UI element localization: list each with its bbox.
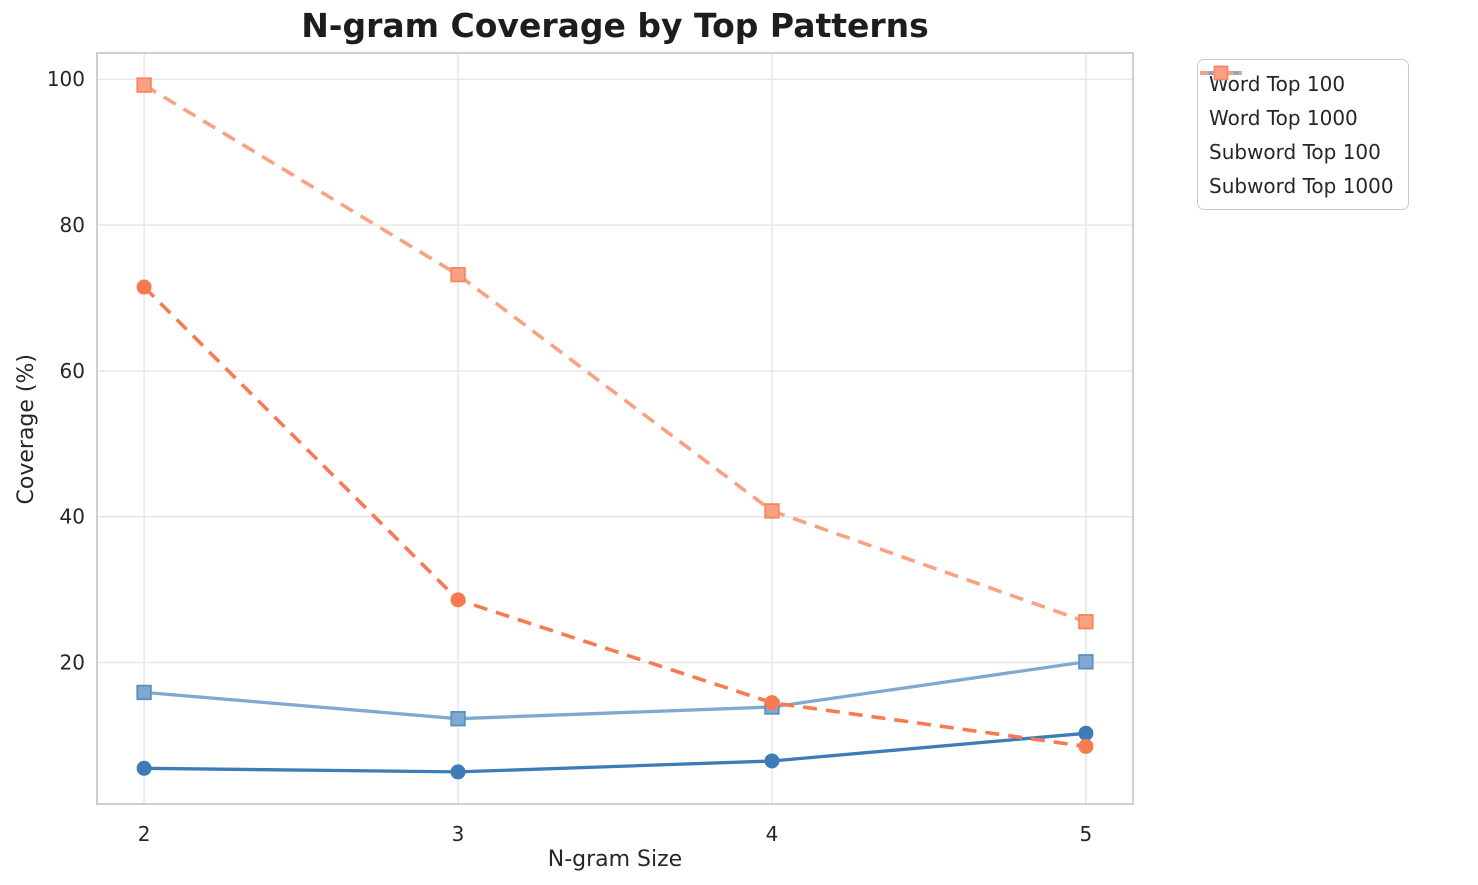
data-point-marker (764, 695, 780, 711)
data-point-marker (450, 266, 466, 283)
y-axis-label-wrap: Coverage (%) (8, 53, 44, 805)
legend-item-label: Subword Top 1000 (1209, 173, 1394, 198)
x-tick-label: 4 (766, 822, 779, 846)
legend-item: Word Top 1000 (1200, 65, 1394, 132)
x-tick-label: 2 (138, 822, 151, 846)
plot-background (97, 53, 1133, 804)
y-tick-label: 40 (60, 505, 85, 529)
data-point-marker (1078, 614, 1094, 630)
square-marker-icon (1213, 65, 1229, 81)
x-axis-label: N-gram Size (547, 847, 683, 872)
y-tick-label: 100 (47, 67, 85, 91)
data-point-marker (136, 684, 152, 701)
data-point-marker (764, 503, 780, 519)
x-tick-label: 5 (1080, 822, 1093, 846)
data-point-marker (136, 760, 152, 776)
chart-title: N-gram Coverage by Top Patterns (301, 6, 929, 45)
legend-item-label: Word Top 1000 (1209, 105, 1358, 130)
data-point-marker (1078, 738, 1094, 754)
y-tick-label: 20 (60, 651, 85, 675)
data-point-marker (450, 592, 466, 608)
series-line-subword-top-1000 (143, 83, 1087, 624)
series-line-subword-top-100 (142, 285, 1087, 749)
y-axis-label: Coverage (%) (13, 353, 39, 505)
legend: Word Top 100 Word Top 1000 Subword Top 100… (1197, 59, 1409, 210)
y-tick-label: 60 (60, 359, 85, 383)
plot-border (96, 52, 1134, 805)
x-tick-label: 3 (452, 822, 465, 846)
data-point-marker (136, 77, 152, 93)
series-line-word-top-1000 (143, 660, 1087, 721)
data-point-marker (450, 764, 466, 780)
data-point-marker (1078, 725, 1094, 741)
legend-swatch-dashed-square-icon (1200, 65, 1242, 81)
data-point-marker (450, 710, 466, 727)
legend-item: Word Top 100 (1200, 66, 1394, 98)
y-tick-label: 80 (60, 213, 85, 237)
legend-item: Subword Top 1000 (1200, 65, 1394, 200)
series-line-word-top-100 (144, 731, 1087, 774)
legend-item: Subword Top 100 (1200, 66, 1394, 166)
data-point-marker (764, 753, 780, 769)
data-point-marker (136, 279, 152, 295)
data-point-marker (1078, 654, 1094, 670)
legend-item-label: Subword Top 100 (1209, 139, 1381, 164)
legend-item-label: Word Top 100 (1209, 71, 1346, 96)
